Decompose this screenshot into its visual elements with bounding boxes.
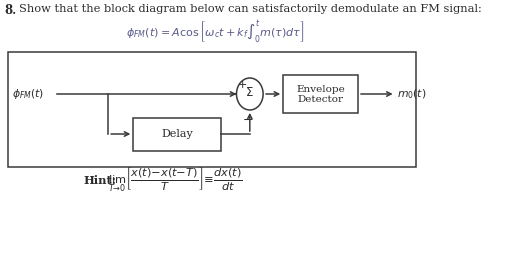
Text: Envelope: Envelope — [296, 85, 344, 95]
Bar — [133, 117, 220, 150]
Bar — [8, 52, 415, 167]
Text: 8.: 8. — [4, 4, 16, 17]
Bar — [282, 75, 357, 113]
Text: +: + — [238, 80, 247, 90]
Text: $\Sigma$: $\Sigma$ — [245, 86, 253, 100]
Text: Show that the block diagram below can satisfactorily demodulate an FM signal:: Show that the block diagram below can sa… — [19, 4, 481, 14]
Text: Delay: Delay — [161, 129, 192, 139]
Text: Detector: Detector — [297, 96, 343, 105]
Text: $m_0(t)$: $m_0(t)$ — [397, 87, 426, 101]
Text: $\phi_{FM}(t) = A\cos\left[\omega_c t + k_f \int_0^t m(\tau)d\tau\right]$: $\phi_{FM}(t) = A\cos\left[\omega_c t + … — [125, 19, 303, 46]
Text: $\lim_{T\to 0}\left[\dfrac{x(t)-x(t-T)}{T}\right] \equiv \dfrac{dx(t)}{dt}$: $\lim_{T\to 0}\left[\dfrac{x(t)-x(t-T)}{… — [108, 166, 242, 194]
Text: −: − — [242, 114, 253, 127]
Text: Hint:: Hint: — [83, 174, 116, 185]
Text: $\phi_{FM}(t)$: $\phi_{FM}(t)$ — [12, 87, 44, 101]
